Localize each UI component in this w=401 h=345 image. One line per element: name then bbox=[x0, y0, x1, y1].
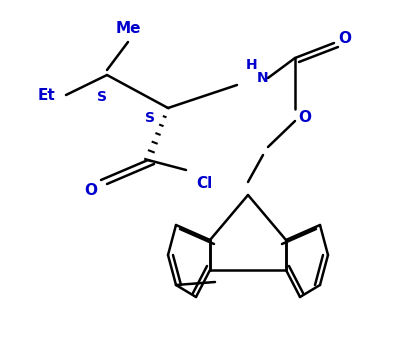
Text: O: O bbox=[338, 30, 352, 46]
Text: O: O bbox=[298, 109, 312, 125]
Text: Et: Et bbox=[37, 88, 55, 102]
Text: S: S bbox=[97, 90, 107, 104]
Text: S: S bbox=[145, 111, 155, 125]
Text: O: O bbox=[85, 183, 97, 197]
Text: H: H bbox=[246, 58, 258, 72]
Text: Me: Me bbox=[115, 20, 141, 36]
Text: Cl: Cl bbox=[196, 176, 212, 190]
Text: N: N bbox=[257, 71, 269, 85]
